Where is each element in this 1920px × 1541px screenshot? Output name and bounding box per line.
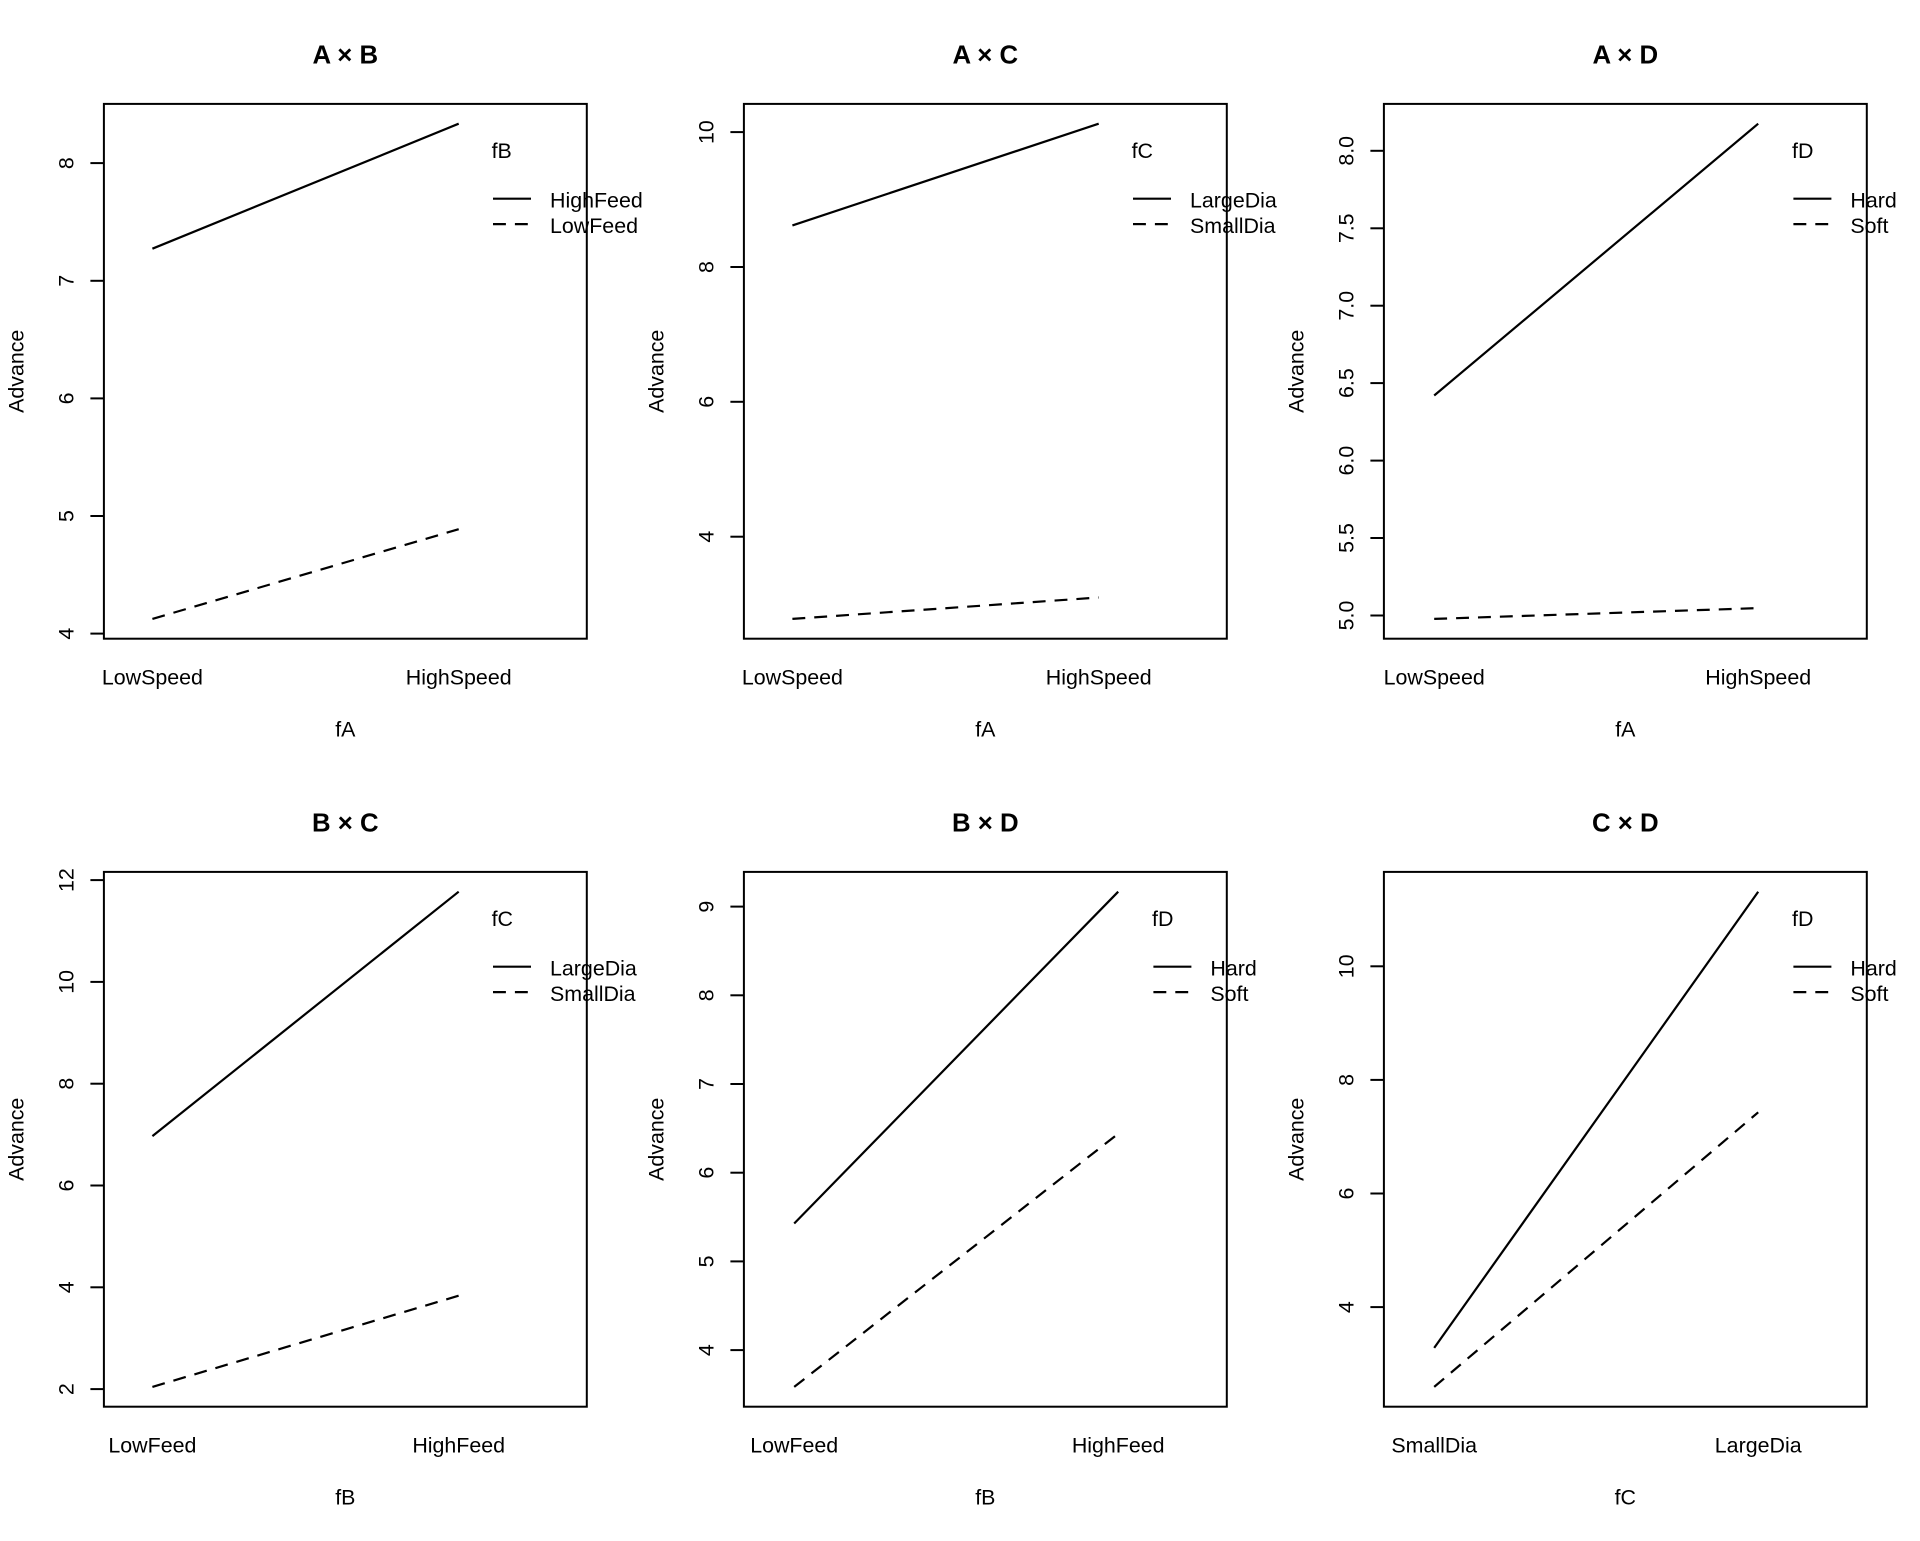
svg-text:fC: fC bbox=[1132, 139, 1153, 163]
svg-text:Hard: Hard bbox=[1210, 957, 1256, 981]
svg-text:Soft: Soft bbox=[1210, 982, 1248, 1006]
svg-text:9: 9 bbox=[694, 901, 718, 913]
svg-text:HighSpeed: HighSpeed bbox=[1046, 666, 1152, 690]
svg-text:5: 5 bbox=[54, 510, 78, 522]
svg-text:LowSpeed: LowSpeed bbox=[742, 666, 843, 690]
svg-text:B × D: B × D bbox=[952, 809, 1019, 837]
svg-text:7: 7 bbox=[694, 1078, 718, 1090]
svg-text:4: 4 bbox=[694, 531, 718, 543]
svg-text:12: 12 bbox=[54, 868, 78, 892]
svg-text:5: 5 bbox=[694, 1255, 718, 1267]
svg-text:fB: fB bbox=[335, 1485, 355, 1509]
svg-text:8: 8 bbox=[1334, 1074, 1358, 1086]
svg-text:LargeDia: LargeDia bbox=[1190, 189, 1277, 213]
svg-text:4: 4 bbox=[54, 628, 78, 640]
svg-text:5.5: 5.5 bbox=[1334, 523, 1358, 553]
svg-text:6: 6 bbox=[1334, 1188, 1358, 1200]
svg-text:Soft: Soft bbox=[1850, 982, 1888, 1006]
svg-text:A × D: A × D bbox=[1592, 41, 1658, 69]
svg-text:6: 6 bbox=[54, 1180, 78, 1192]
svg-text:7: 7 bbox=[54, 275, 78, 287]
svg-text:6: 6 bbox=[54, 392, 78, 404]
svg-text:B × C: B × C bbox=[312, 809, 379, 837]
svg-text:HighSpeed: HighSpeed bbox=[1705, 666, 1811, 690]
svg-text:10: 10 bbox=[1334, 954, 1358, 978]
svg-text:LowFeed: LowFeed bbox=[750, 1434, 838, 1458]
svg-text:A × B: A × B bbox=[312, 41, 378, 69]
svg-text:fC: fC bbox=[492, 907, 513, 931]
svg-text:8: 8 bbox=[694, 989, 718, 1001]
svg-text:fA: fA bbox=[1615, 717, 1636, 741]
svg-text:6: 6 bbox=[694, 396, 718, 408]
svg-text:4: 4 bbox=[54, 1281, 78, 1293]
svg-text:A × C: A × C bbox=[952, 41, 1018, 69]
svg-text:LargeDia: LargeDia bbox=[550, 957, 637, 981]
svg-text:Advance: Advance bbox=[644, 1098, 668, 1181]
svg-text:fA: fA bbox=[975, 717, 996, 741]
svg-text:HighFeed: HighFeed bbox=[412, 1434, 505, 1458]
svg-text:fA: fA bbox=[335, 717, 356, 741]
svg-text:HighFeed: HighFeed bbox=[1072, 1434, 1165, 1458]
svg-text:2: 2 bbox=[54, 1383, 78, 1395]
svg-text:LargeDia: LargeDia bbox=[1715, 1434, 1802, 1458]
svg-text:fB: fB bbox=[975, 1485, 995, 1509]
svg-text:HighSpeed: HighSpeed bbox=[406, 666, 512, 690]
svg-text:Advance: Advance bbox=[4, 330, 28, 413]
svg-text:5.0: 5.0 bbox=[1334, 601, 1358, 631]
svg-text:LowSpeed: LowSpeed bbox=[1384, 666, 1485, 690]
svg-text:6.0: 6.0 bbox=[1334, 446, 1358, 476]
svg-text:10: 10 bbox=[54, 970, 78, 994]
svg-text:fD: fD bbox=[1152, 907, 1173, 931]
svg-text:fD: fD bbox=[1792, 907, 1813, 931]
svg-text:SmallDia: SmallDia bbox=[550, 982, 636, 1006]
svg-text:7.0: 7.0 bbox=[1334, 291, 1358, 321]
svg-text:8.0: 8.0 bbox=[1334, 136, 1358, 166]
svg-text:Advance: Advance bbox=[1284, 1098, 1308, 1181]
svg-text:10: 10 bbox=[694, 120, 718, 144]
svg-text:HighFeed: HighFeed bbox=[550, 189, 643, 213]
svg-text:Hard: Hard bbox=[1850, 189, 1896, 213]
svg-text:8: 8 bbox=[54, 1078, 78, 1090]
svg-text:Advance: Advance bbox=[4, 1098, 28, 1181]
svg-text:LowFeed: LowFeed bbox=[550, 214, 638, 238]
svg-text:Advance: Advance bbox=[1284, 330, 1308, 413]
svg-text:6.5: 6.5 bbox=[1334, 368, 1358, 398]
svg-text:fB: fB bbox=[492, 139, 512, 163]
svg-text:fC: fC bbox=[1615, 1485, 1636, 1509]
svg-text:4: 4 bbox=[1334, 1301, 1358, 1313]
svg-text:fD: fD bbox=[1792, 139, 1813, 163]
svg-text:SmallDia: SmallDia bbox=[1190, 214, 1276, 238]
svg-text:4: 4 bbox=[694, 1344, 718, 1356]
svg-text:8: 8 bbox=[54, 157, 78, 169]
svg-text:LowSpeed: LowSpeed bbox=[102, 666, 203, 690]
svg-text:7.5: 7.5 bbox=[1334, 213, 1358, 243]
svg-text:LowFeed: LowFeed bbox=[108, 1434, 196, 1458]
svg-text:SmallDia: SmallDia bbox=[1391, 1434, 1477, 1458]
svg-text:8: 8 bbox=[694, 261, 718, 273]
svg-text:C × D: C × D bbox=[1592, 809, 1659, 837]
svg-text:6: 6 bbox=[694, 1167, 718, 1179]
svg-text:Advance: Advance bbox=[644, 330, 668, 413]
svg-text:Soft: Soft bbox=[1850, 214, 1888, 238]
svg-text:Hard: Hard bbox=[1850, 957, 1896, 981]
